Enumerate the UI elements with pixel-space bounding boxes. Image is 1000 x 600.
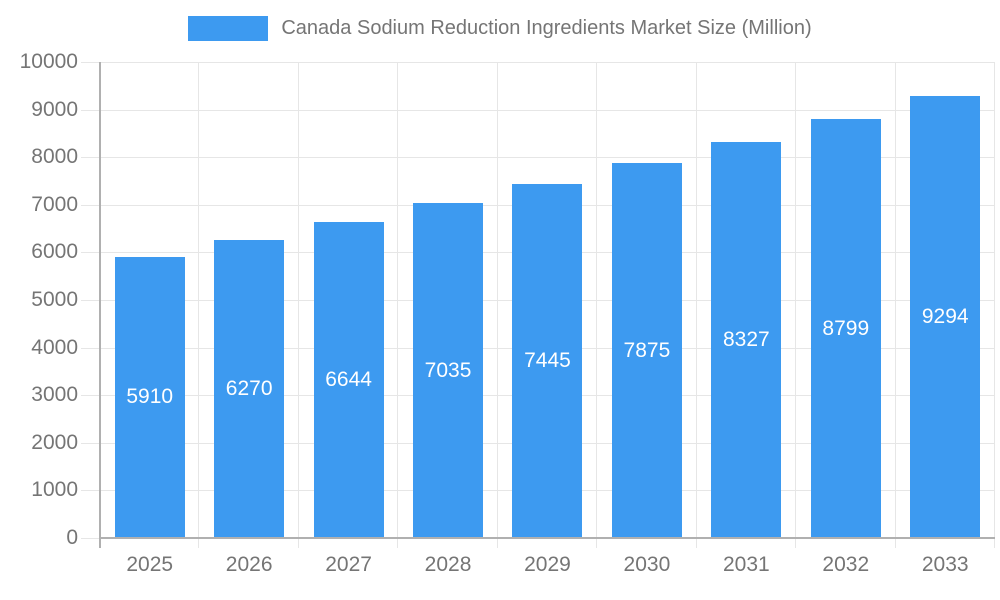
x-gridline <box>695 62 697 548</box>
x-axis-tick-label: 2030 <box>623 553 671 576</box>
bar-value-label: 8327 <box>722 327 770 351</box>
y-axis-tick-label: 5000 <box>31 288 78 311</box>
y-axis-line <box>99 62 101 548</box>
x-axis-tick-label: 2032 <box>822 553 870 576</box>
bar-value-label: 7035 <box>424 358 472 382</box>
x-gridline <box>596 62 598 548</box>
x-gridline <box>795 62 797 548</box>
x-gridline <box>397 62 399 548</box>
x-axis-line <box>99 537 995 539</box>
bar-column: 7445 <box>498 62 597 538</box>
y-axis-tick-label: 9000 <box>31 97 78 121</box>
bar-column: 7035 <box>398 62 497 538</box>
bar-2032[interactable]: 8799 <box>810 119 881 538</box>
chart-legend[interactable]: Canada Sodium Reduction Ingredients Mark… <box>0 16 1000 41</box>
x-axis-tick-label: 2027 <box>325 553 372 576</box>
y-gridline <box>81 109 995 111</box>
y-axis-tick-label: 8000 <box>31 145 78 169</box>
x-axis-tick-label: 2031 <box>722 553 770 576</box>
x-axis-tick-label: 2028 <box>424 553 472 576</box>
y-axis-tick-label: 2000 <box>31 430 78 454</box>
x-gridline <box>297 62 299 548</box>
y-axis-tick-label: 3000 <box>31 383 78 407</box>
bar-2028[interactable]: 7035 <box>413 203 484 538</box>
bar-value-label: 7875 <box>623 338 671 362</box>
plot-area: 5910 6270 6644 7035 7445 7875 8327 8799 9294 <box>81 62 995 548</box>
bars-group: 5910 6270 6644 7035 7445 7875 8327 8799 9294 <box>100 62 995 538</box>
y-axis-tick-label: 1000 <box>31 478 78 502</box>
x-axis-tick-label: 2033 <box>921 553 969 576</box>
bar-column: 9294 <box>896 62 995 538</box>
legend-label: Canada Sodium Reduction Ingredients Mark… <box>281 17 812 39</box>
bar-value-label: 5910 <box>126 385 174 409</box>
y-gridline <box>81 157 995 159</box>
bar-2030[interactable]: 7875 <box>611 163 682 538</box>
x-axis-tick-label: 2026 <box>225 553 273 576</box>
bar-2029[interactable]: 7445 <box>512 183 583 538</box>
x-axis-tick-label: 2029 <box>524 553 571 576</box>
bar-column: 6270 <box>199 62 298 538</box>
bar-value-label: 6644 <box>325 367 372 391</box>
y-axis-tick-label: 6000 <box>31 240 78 264</box>
bar-column: 5910 <box>100 62 199 538</box>
x-axis-tick-label: 2025 <box>126 553 174 576</box>
bar-value-label: 7445 <box>524 348 571 372</box>
bar-value-label: 8799 <box>822 316 870 340</box>
bar-2031[interactable]: 8327 <box>711 141 782 538</box>
x-gridline <box>994 62 995 548</box>
legend-swatch <box>188 16 269 41</box>
x-gridline <box>894 62 896 548</box>
bar-value-label: 6270 <box>225 376 273 400</box>
x-gridline <box>198 62 200 548</box>
bar-column: 8799 <box>796 62 895 538</box>
bar-value-label: 9294 <box>921 304 969 328</box>
bar-2026[interactable]: 6270 <box>214 239 285 538</box>
bar-column: 6644 <box>299 62 398 538</box>
y-axis-tick-label: 0 <box>66 526 78 549</box>
bar-column: 8327 <box>697 62 796 538</box>
y-axis-tick-label: 10000 <box>19 50 78 73</box>
bar-2025[interactable]: 5910 <box>114 256 185 538</box>
y-axis-tick-label: 4000 <box>31 335 78 359</box>
y-axis-tick-label: 7000 <box>31 192 78 216</box>
bar-2027[interactable]: 6644 <box>313 221 384 538</box>
bar-2033[interactable]: 9294 <box>910 95 981 538</box>
y-axis: 0 1000 2000 3000 4000 5000 6000 7000 8000 9000 100… <box>0 51 78 549</box>
x-gridline <box>496 62 498 548</box>
y-gridline <box>81 62 995 63</box>
x-axis: 2025 2026 2027 2028 2029 2030 2031 2032 2033 <box>100 553 995 577</box>
bar-column: 7875 <box>597 62 696 538</box>
